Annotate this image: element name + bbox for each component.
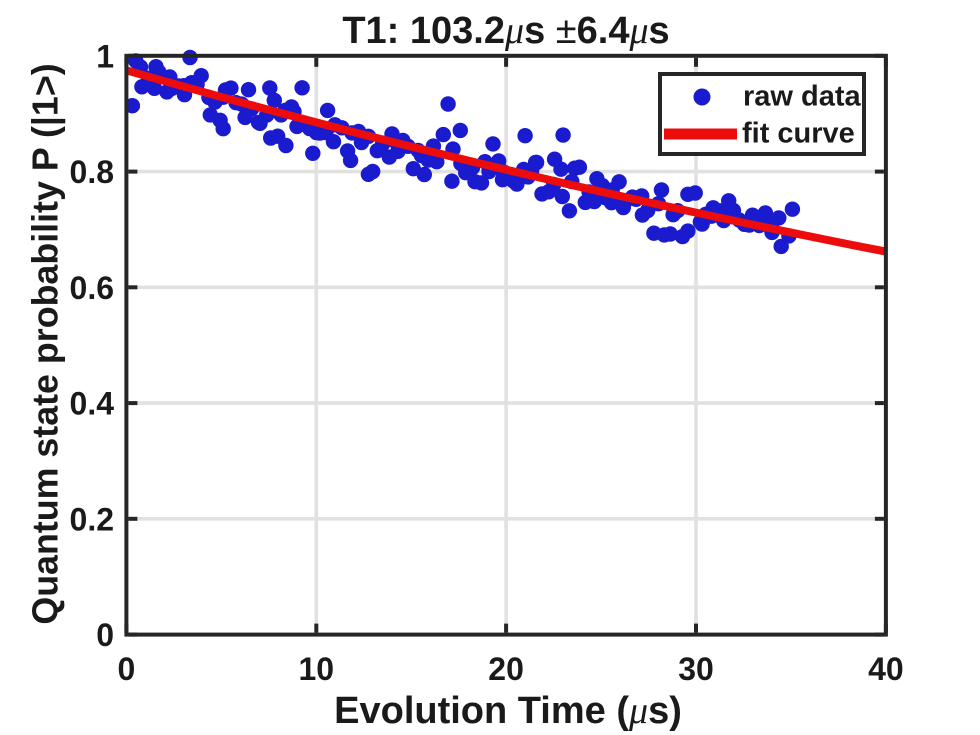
svg-text:10: 10: [299, 651, 335, 687]
svg-text:40: 40: [868, 651, 904, 687]
svg-text:raw data: raw data: [743, 81, 862, 113]
svg-text:0.4: 0.4: [70, 386, 115, 422]
svg-text:20: 20: [488, 651, 524, 687]
svg-text:30: 30: [678, 651, 714, 687]
svg-text:0: 0: [96, 617, 114, 653]
svg-text:0: 0: [118, 651, 136, 687]
svg-text:Evolution Time (μs): Evolution Time (μs): [334, 690, 682, 732]
svg-text:0.6: 0.6: [70, 270, 114, 306]
svg-text:T1: 103.2μs ±6.4μs: T1: 103.2μs ±6.4μs: [342, 10, 669, 52]
svg-text:0.2: 0.2: [70, 501, 114, 537]
svg-text:1: 1: [96, 38, 114, 74]
svg-text:0.8: 0.8: [70, 154, 114, 190]
svg-text:fit curve: fit curve: [742, 118, 855, 150]
svg-text:Quantum state probability P (|: Quantum state probability P (|1>): [26, 63, 66, 624]
